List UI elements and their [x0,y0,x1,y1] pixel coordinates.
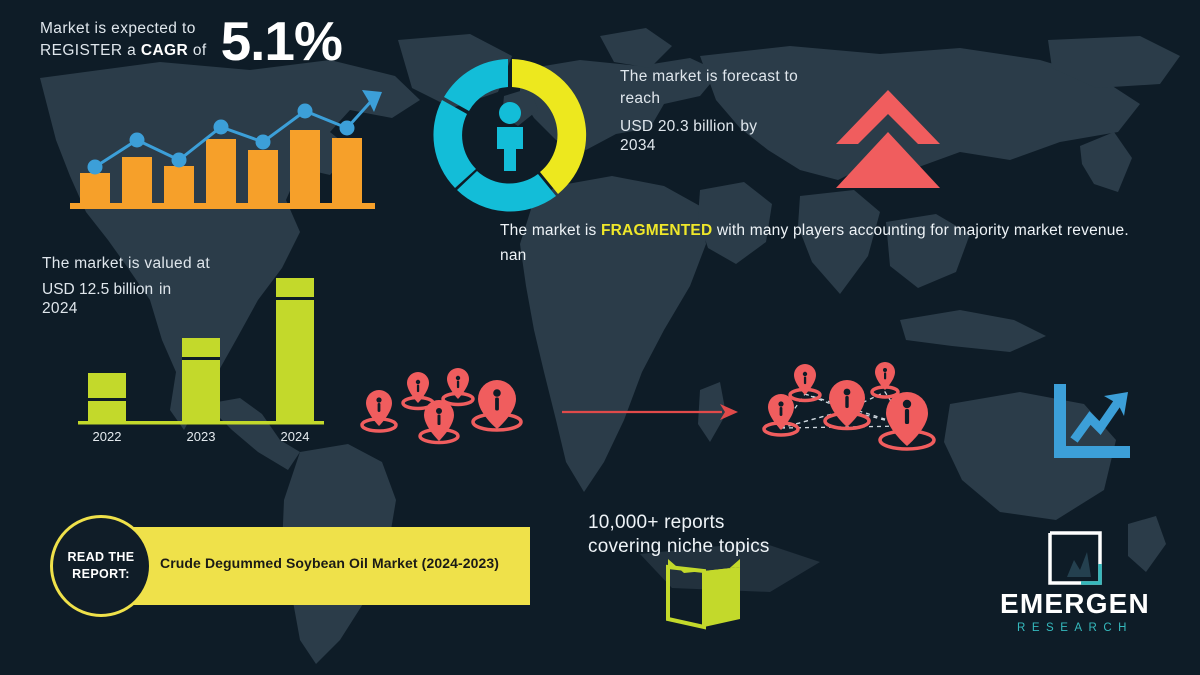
fragmented-statement: The market is FRAGMENTED with many playe… [500,219,1140,269]
forecast-value-row: USD 20.3 billion by [620,113,870,137]
reports-line2: covering niche topics [588,536,770,557]
donut-slice-yellow [512,59,587,194]
cagr-headline: Market is expected to REGISTER a CAGR of… [40,10,343,72]
reports-line1: 10,000+ reports [588,512,725,533]
forecast-line1: The market is forecast to [620,68,799,85]
market-value-chart: 2022 2023 2024 [78,278,324,444]
map-pin-network-icon [762,362,936,451]
value-chart-bars [88,278,314,421]
double-up-arrow-icon [836,90,940,188]
market-value-headline: The market is valued at USD 12.5 billion… [42,255,302,318]
read-report-button[interactable]: READ THE REPORT: [50,515,152,617]
valued-value-row: USD 12.5 billion in [42,276,302,300]
fragmented-highlight: FRAGMENTED [601,222,713,239]
right-arrow-icon [562,404,738,420]
chart-trend-arrowhead [362,90,382,112]
forecast-value: USD 20.3 billion [620,118,735,136]
valued-line1: The market is valued at [42,255,210,272]
forecast-line2: reach [620,89,661,107]
read-report-bar[interactable]: Crude Degummed Soybean Oil Market (2024-… [98,527,530,605]
forecast-year: 2034 [620,137,656,155]
market-share-donut [433,59,587,212]
value-chart-tick-2022: 2022 [93,429,122,444]
bar-2024 [276,278,314,421]
bar-2023 [182,338,220,421]
square-outline-icon [1047,530,1103,586]
person-icon [497,102,523,171]
cagr-lead-text: Market is expected to REGISTER a CAGR of [40,14,207,63]
cagr-lead-line2-pre: REGISTER a [40,42,141,60]
cagr-lead-line2-post: of [188,42,207,60]
donut-slice-cyan-1 [444,59,508,111]
donut-slice-cyan-3 [457,171,556,212]
chart-baseline [70,203,375,209]
read-report-label: READ THE REPORT: [67,550,135,581]
value-chart-tick-2024: 2024 [281,429,310,444]
map-pin-cluster-icon [360,368,523,445]
valued-value: USD 12.5 billion [42,281,154,298]
logo-name: EMERGEN [1000,588,1150,619]
value-chart-tick-2023: 2023 [187,429,216,444]
open-book-icon [666,559,740,630]
valued-in-word: in [159,281,172,298]
chart-bars [80,130,362,203]
growth-chart-icon [1054,384,1130,458]
fragmented-pre: The market is [500,222,601,239]
cagr-lead-line1: Market is expected to [40,20,196,37]
reports-count-block: 10,000+ reports covering niche topics [588,512,770,558]
cagr-growth-chart [70,90,382,209]
valued-year: 2024 [42,300,78,317]
value-chart-baseline [78,421,324,425]
logo-subtitle: RESEARCH [1017,622,1133,634]
chart-trend-line [94,96,376,169]
forecast-by-word: by [740,118,758,136]
cagr-lead-line2-bold: CAGR [140,42,189,60]
chart-trend-dots [87,103,355,175]
cagr-value: 5.1% [220,10,343,72]
fragmented-post: with many players accounting for majorit… [500,222,1129,264]
report-title: Crude Degummed Soybean Oil Market (2024-… [160,555,500,571]
forecast-headline: The market is forecast to reach USD 20.3… [620,66,870,155]
brand-logo: EMERGEN RESEARCH [985,530,1165,635]
bar-2022 [88,373,126,421]
donut-slice-cyan-2 [433,100,476,188]
